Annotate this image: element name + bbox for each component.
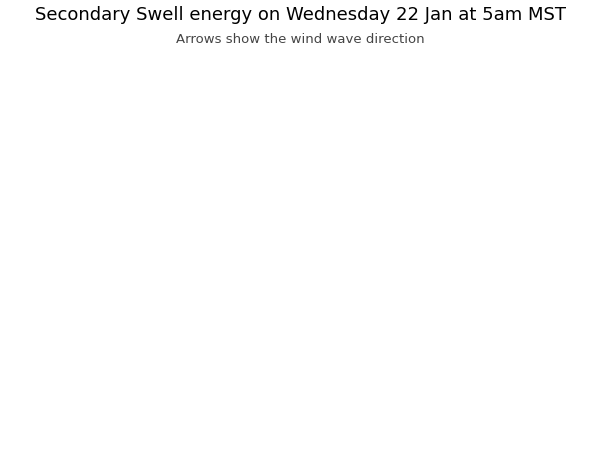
Text: cartopy required: cartopy required	[243, 250, 358, 263]
Text: Secondary Swell energy on Wednesday 22 Jan at 5am MST: Secondary Swell energy on Wednesday 22 J…	[35, 6, 566, 24]
Text: Arrows show the wind wave direction: Arrows show the wind wave direction	[176, 32, 425, 45]
